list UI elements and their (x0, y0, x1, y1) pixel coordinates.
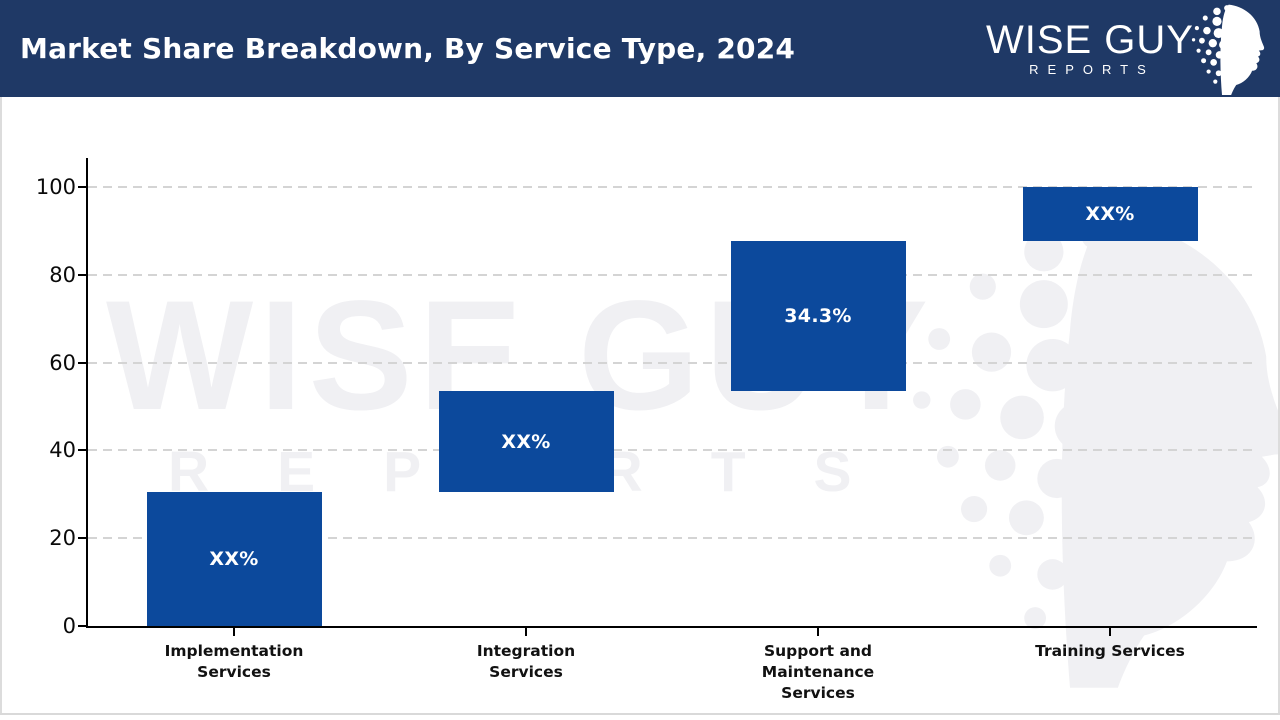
wiseguy-head-icon (1191, 4, 1265, 95)
x-axis-category-label-training-services: Training Services (1035, 642, 1185, 660)
x-tick-mark-training-services (1109, 628, 1111, 636)
bar-value-label: 34.3% (784, 304, 852, 327)
y-tick-mark-0 (78, 625, 86, 627)
y-tick-mark-80 (78, 273, 86, 276)
bar-implementation-services: XX% (146, 492, 322, 626)
y-tick-label-100: 100 (35, 175, 76, 199)
gridline-20 (88, 537, 1256, 540)
gridline-40 (88, 449, 1256, 452)
x-axis-category-label-support-and-maintenance-services: Support and Maintenance Services (761, 642, 875, 702)
y-tick-label-40: 40 (49, 438, 76, 463)
gridline-100 (88, 186, 1256, 188)
x-axis-category-label-implementation-services: Implementation Services (164, 642, 304, 681)
x-tick-mark-implementation-services (233, 628, 235, 636)
gridline-80 (88, 273, 1256, 276)
bar-support-and-maintenance-services: 34.3% (730, 240, 906, 392)
figure-border-bottom (0, 713, 1280, 715)
x-axis-spine (86, 626, 1257, 628)
logo-subtitle: REPORTS (1029, 62, 1155, 77)
y-tick-label-80: 80 (49, 262, 76, 287)
y-tick-mark-60 (78, 361, 86, 364)
y-axis-spine (86, 158, 88, 628)
logo-wordmark: WISE GUY (985, 18, 1194, 62)
gridline-60 (88, 361, 1256, 364)
bar-integration-services: XX% (438, 391, 614, 493)
x-tick-mark-support-and-maintenance-services (817, 628, 819, 636)
x-axis-category-label-integration-services: Integration Services (476, 642, 576, 681)
y-tick-label-0: 0 (62, 614, 76, 638)
x-tick-mark-integration-services (525, 628, 527, 636)
chart-title: Market Share Breakdown, By Service Type,… (20, 32, 796, 65)
figure-border-left (0, 97, 2, 715)
y-tick-label-20: 20 (49, 526, 76, 551)
wiseguy-logo: WISE GUY REPORTS (986, 3, 1266, 95)
bar-value-label: XX% (501, 430, 551, 453)
y-tick-mark-20 (78, 537, 86, 540)
bar-value-label: XX% (209, 548, 259, 571)
y-tick-mark-100 (78, 186, 86, 188)
y-tick-label-60: 60 (49, 350, 76, 375)
y-tick-mark-40 (78, 449, 86, 452)
header: Market Share Breakdown, By Service Type,… (0, 0, 1280, 97)
